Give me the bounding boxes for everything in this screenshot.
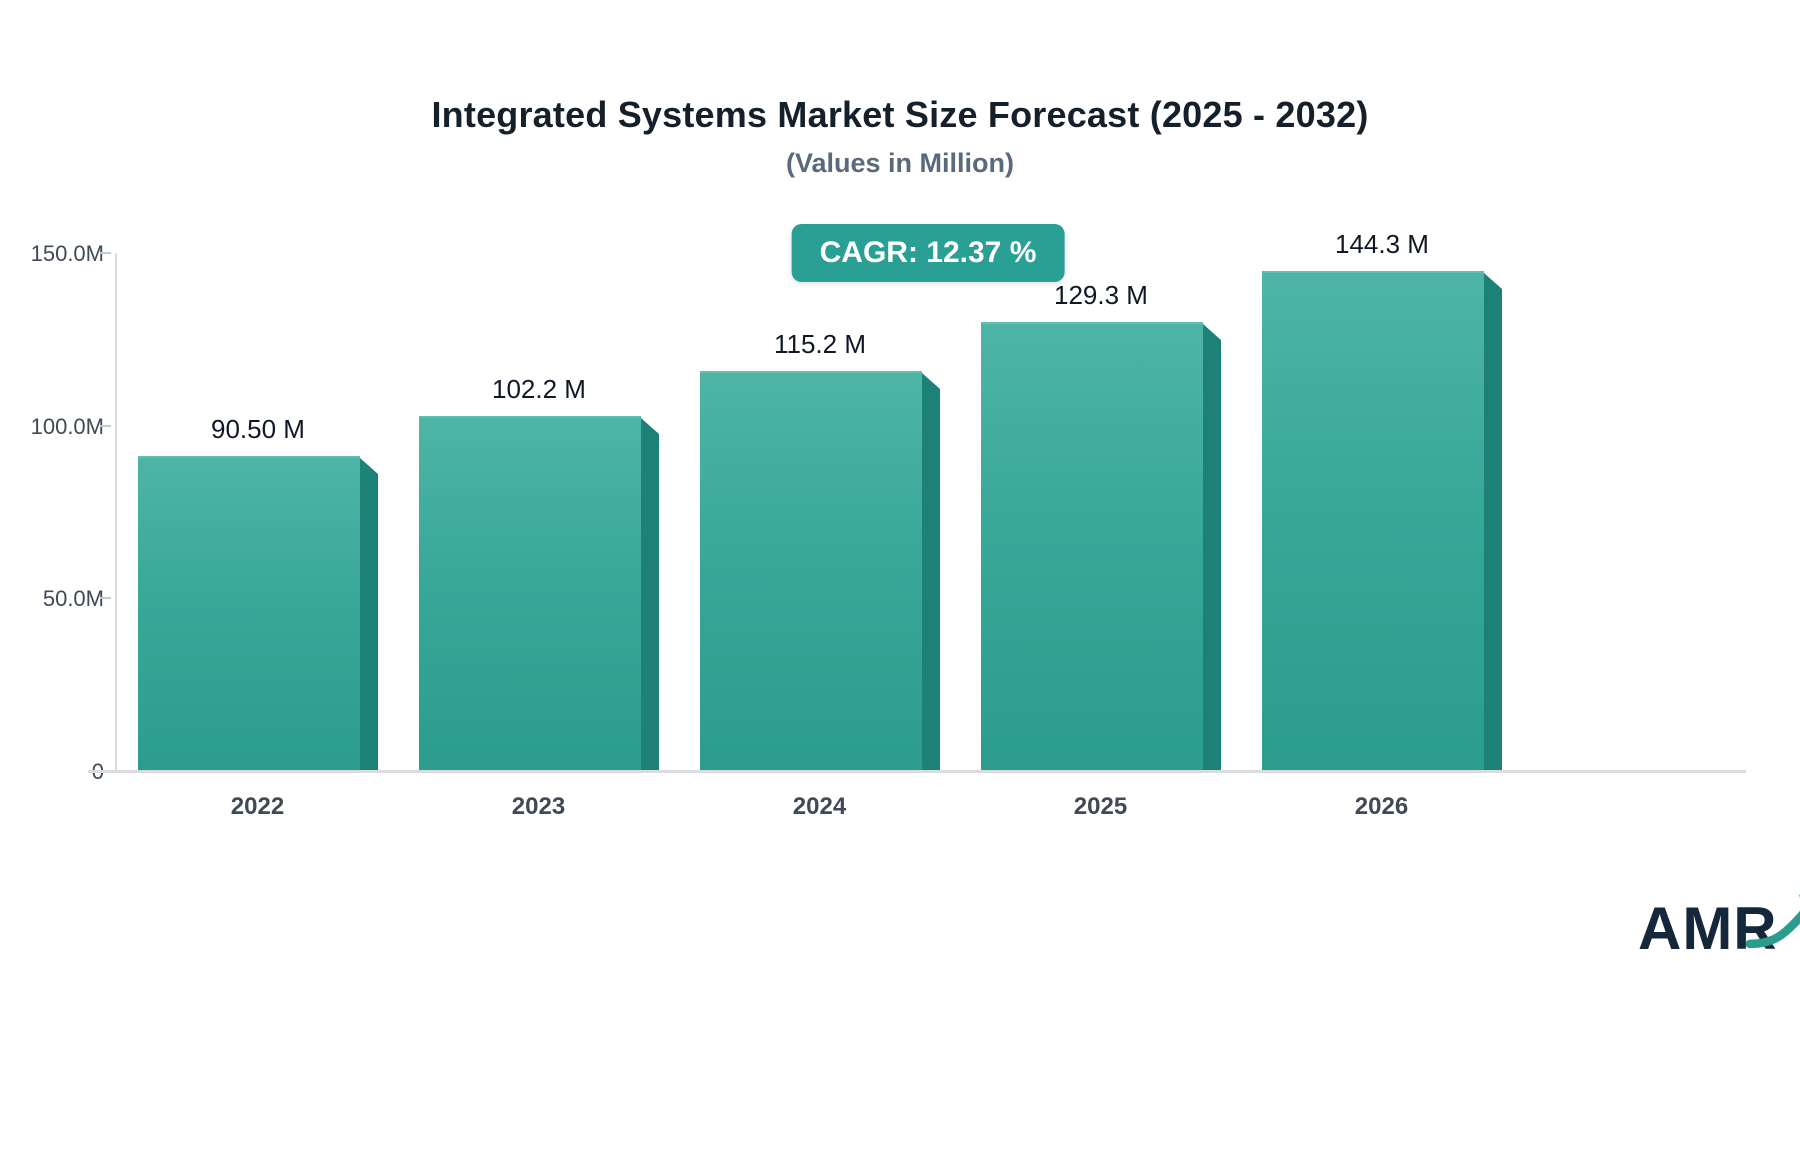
y-axis-tick-mark xyxy=(100,597,111,600)
y-axis-tick-mark xyxy=(100,424,111,427)
bar-value-label: 129.3 M xyxy=(1054,280,1148,310)
bar-value-label: 90.50 M xyxy=(211,414,305,444)
bar-value-label: 102.2 M xyxy=(492,374,586,404)
bar-value-label: 115.2 M xyxy=(773,329,866,359)
bar xyxy=(1262,271,1502,771)
x-axis-label: 2023 xyxy=(511,793,566,820)
bar-value-label: 144.3 M xyxy=(1335,229,1429,259)
chart-subtitle: (Values in Million) xyxy=(785,148,1015,178)
cagr-badge: CAGR: 12.37 % xyxy=(791,224,1065,282)
bar xyxy=(419,416,659,771)
bar-face xyxy=(981,322,1203,771)
bar-side-face xyxy=(641,418,659,771)
bar-side-face xyxy=(922,373,940,771)
bar-face xyxy=(419,416,641,771)
bar-side-face xyxy=(1203,324,1221,771)
amr-logo-text: AMR xyxy=(1638,895,1778,962)
bar-face xyxy=(138,456,360,771)
bar xyxy=(138,456,378,771)
bar-side-face xyxy=(360,458,378,771)
y-axis-tick-label: 100.0M xyxy=(30,413,104,439)
bar xyxy=(981,322,1221,771)
x-axis-line xyxy=(88,770,1746,773)
plot-area: 90.50 M 2022 102.2 M 2023 115.2 M 2024 129.3 M… xyxy=(115,229,1522,820)
x-axis-label: 2024 xyxy=(792,793,847,820)
bar-face xyxy=(700,371,922,771)
chart-title: Integrated Systems Market Size Forecast … xyxy=(431,94,1369,135)
bar-face xyxy=(1262,271,1484,771)
amr-logo: AMR xyxy=(1638,890,1800,968)
y-axis-tick-label: 150.0M xyxy=(30,241,104,266)
bar-side-face xyxy=(1484,273,1502,771)
x-axis-label: 2026 xyxy=(1354,793,1409,820)
y-axis-tick-mark xyxy=(100,252,111,254)
trend-arrow-icon xyxy=(1746,894,1800,949)
x-axis-label: 2025 xyxy=(1073,793,1128,820)
y-axis-tick-label: 50.0M xyxy=(42,586,104,612)
bar xyxy=(700,371,940,771)
x-axis-label: 2022 xyxy=(230,793,285,820)
